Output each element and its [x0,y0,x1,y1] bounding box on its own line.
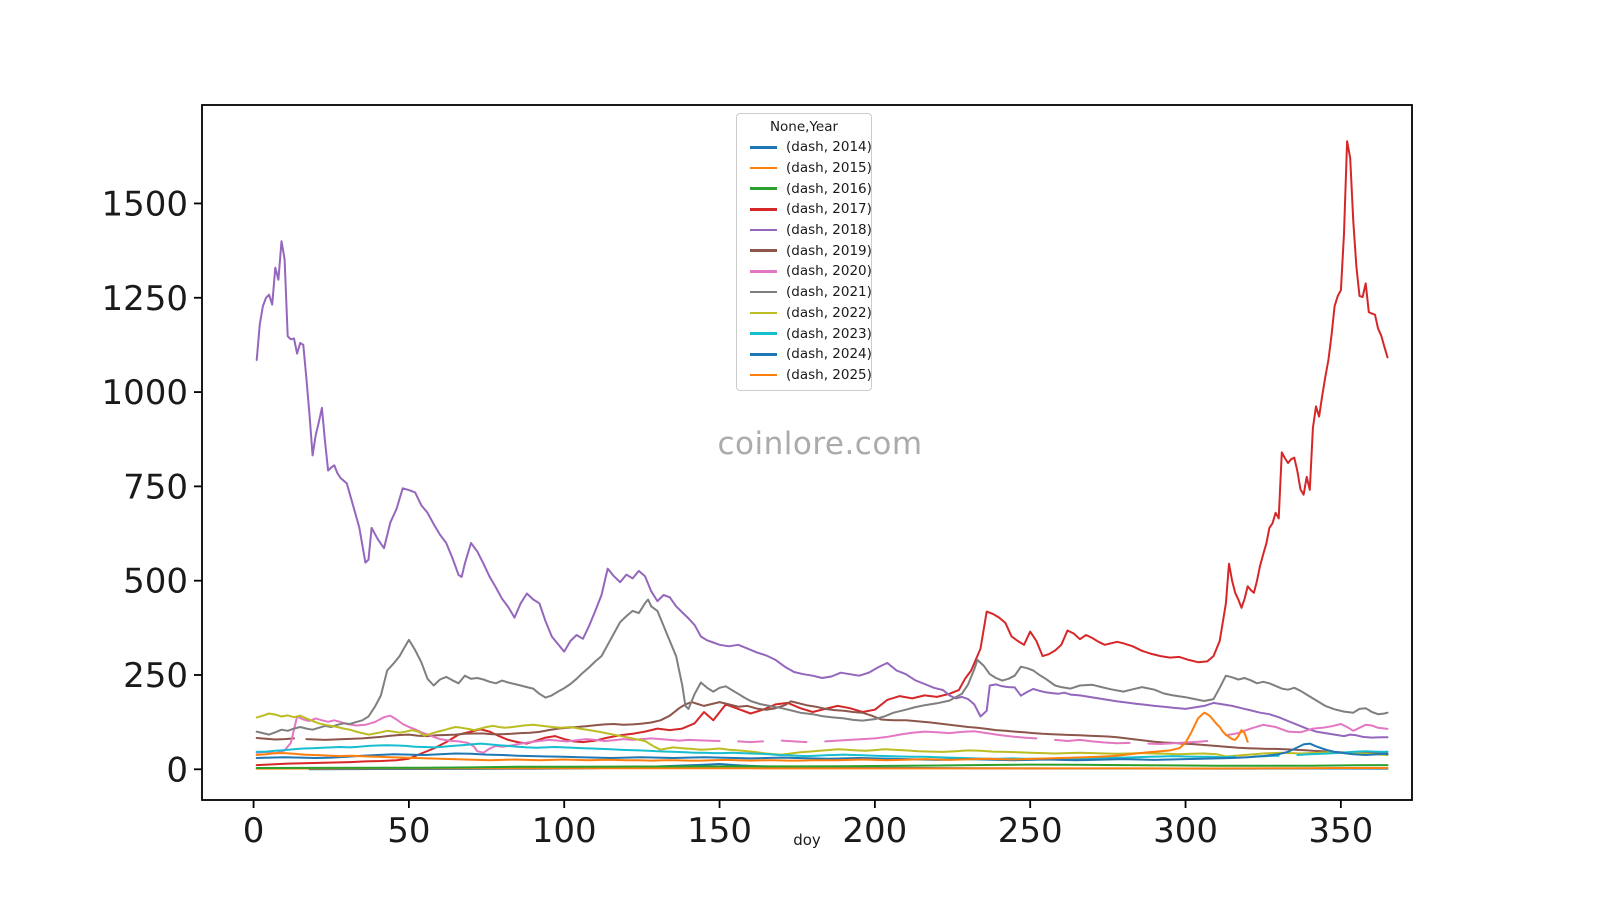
legend-item: (dash, 2024) [741,344,872,365]
series-line-dash-2024 [255,742,1389,762]
x-tick-label: 150 [687,811,752,851]
x-tick-label: 50 [387,811,430,851]
legend-item: (dash, 2017) [741,199,872,220]
y-tick-label: 750 [123,467,188,507]
x-tick-label: 200 [842,811,907,851]
plot-border [201,104,1413,801]
legend-swatch [750,352,777,356]
legend-item-label: (dash, 2025) [786,366,872,383]
x-tick-label: 250 [998,811,1063,851]
y-tick-label: 1500 [101,184,188,224]
legend-swatch [750,146,777,149]
axis-ticks: 0 50 100 150 200 250 300 350 0 250 500 750 1000 1250 1… [101,184,1373,851]
axes-frame [201,104,1413,801]
legend-item-label: (dash, 2023) [786,325,872,342]
legend-item-label: (dash, 2017) [786,201,872,218]
legend-item: (dash, 2019) [741,240,872,261]
legend: None,Year (dash, 2014) (dash, 2015) (dash,… [736,113,872,392]
legend-title: None,Year [769,119,839,135]
legend-item-label: (dash, 2022) [786,304,872,321]
series-line-dash-2017 [255,140,1389,767]
legend-item-label: (dash, 2015) [786,160,872,177]
y-tick-label: 1250 [101,279,188,319]
legend-swatch [750,208,777,211]
legend-item: (dash, 2016) [741,178,872,199]
legend-item: (dash, 2022) [741,303,872,324]
legend-swatch [750,228,777,232]
series-line-dash-2019 [255,700,1389,755]
legend-item-label: (dash, 2018) [786,222,872,239]
series-line-dash-2025 [255,711,1249,762]
legend-swatch [750,311,777,315]
series-line-dash-2022 [255,712,1389,758]
x-tick-label: 350 [1308,811,1373,851]
x-tick-label: 300 [1153,811,1218,851]
y-tick-label: 0 [166,750,188,790]
y-tick-label: 500 [123,562,188,602]
legend-item: (dash, 2020) [741,261,872,282]
legend-item-label: (dash, 2024) [786,346,872,363]
legend-item: (dash, 2018) [741,220,872,241]
legend-item: (dash, 2015) [741,158,872,179]
series-lines [255,140,1389,771]
x-tick-label: 0 [243,811,265,851]
series-line-dash-2016 [255,763,1389,769]
legend-item-label: (dash, 2014) [786,139,872,156]
x-axis-label: doy [793,831,821,849]
legend-items: (dash, 2014) (dash, 2015) (dash, 2016) (das… [741,137,872,386]
legend-swatch [750,373,777,377]
legend-swatch [750,290,777,294]
legend-swatch [750,270,777,273]
legend-item: (dash, 2021) [741,282,872,303]
legend-item-label: (dash, 2020) [786,263,872,280]
x-tick-label: 100 [532,811,597,851]
legend-item-label: (dash, 2019) [786,242,872,259]
watermark: coinlore.com [717,426,923,462]
y-tick-label: 250 [123,656,188,696]
legend-item: (dash, 2014) [741,137,872,158]
series-line-dash-2021 [255,598,1389,736]
series-line-dash-2020 [255,714,1389,755]
legend-swatch [750,249,777,253]
legend-item: (dash, 2023) [741,323,872,344]
legend-item-label: (dash, 2016) [786,180,872,197]
legend-swatch [750,332,777,335]
y-tick-label: 1000 [101,373,188,413]
legend-swatch [750,166,777,170]
legend-swatch [750,187,777,191]
legend-item-label: (dash, 2021) [786,284,872,301]
legend-item: (dash, 2025) [741,365,872,386]
series-line-dash-2018 [255,240,1389,739]
